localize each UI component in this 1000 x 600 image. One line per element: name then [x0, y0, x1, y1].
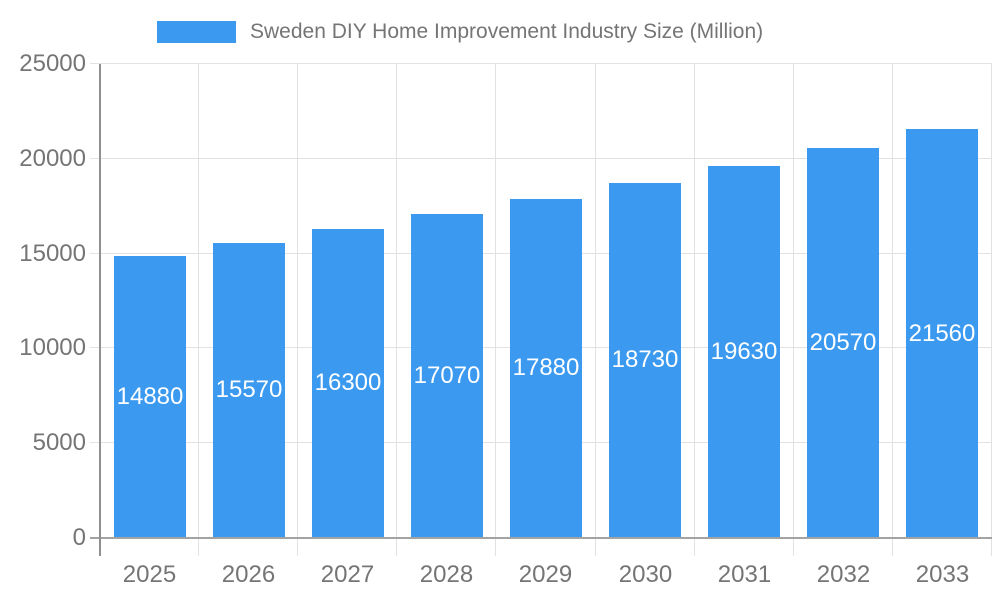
x-gridline — [793, 64, 794, 538]
x-gridline — [595, 64, 596, 538]
y-axis-tick-label: 0 — [72, 524, 86, 551]
y-axis-tick-label: 5000 — [32, 429, 86, 457]
x-axis-category-label: 2030 — [618, 561, 673, 588]
bar: 17070 — [411, 214, 483, 538]
bar: 19630 — [708, 165, 780, 538]
bar-value-label: 17070 — [413, 362, 481, 390]
x-axis-tick — [793, 538, 794, 556]
x-gridline — [198, 64, 199, 538]
y-axis-tick-label: 10000 — [19, 334, 86, 362]
x-axis-tick — [595, 538, 596, 556]
legend-item[interactable]: Sweden DIY Home Improvement Industry Siz… — [157, 19, 763, 45]
x-axis-category-label: 2032 — [816, 561, 871, 588]
y-axis-tick-label: 25000 — [19, 50, 86, 77]
x-gridline — [297, 64, 298, 538]
legend-swatch — [157, 21, 236, 43]
x-axis-category-label: 2028 — [419, 561, 474, 588]
x-axis-tick — [991, 538, 992, 556]
x-gridline — [991, 64, 992, 538]
x-axis-category-label: 2025 — [122, 561, 177, 588]
x-axis-tick — [396, 538, 397, 556]
x-axis-tick — [694, 538, 695, 556]
bar: 20570 — [807, 147, 879, 538]
bar-value-label: 19630 — [710, 337, 778, 365]
bar: 15570 — [213, 242, 285, 538]
y-axis-tick-label: 20000 — [19, 144, 86, 172]
x-axis-category-label: 2026 — [221, 561, 276, 588]
y-gridline — [90, 63, 992, 64]
bar-value-label: 16300 — [314, 369, 382, 397]
y-axis-tick-label: 15000 — [19, 239, 86, 267]
y-axis-line — [99, 64, 101, 556]
bar: 18730 — [609, 182, 681, 538]
x-axis-category-label: 2027 — [320, 561, 375, 588]
bar-value-label: 21560 — [908, 319, 976, 347]
bar-value-label: 18730 — [611, 346, 679, 374]
bar-value-label: 15570 — [215, 376, 283, 404]
x-gridline — [495, 64, 496, 538]
x-axis-tick — [198, 538, 199, 556]
x-axis-category-label: 2029 — [518, 561, 573, 588]
x-axis-tick — [297, 538, 298, 556]
bar-value-label: 20570 — [809, 328, 877, 356]
bar: 21560 — [906, 129, 978, 538]
x-gridline — [694, 64, 695, 538]
x-axis-category-label: 2033 — [915, 561, 970, 588]
bar: 14880 — [114, 255, 186, 538]
bar-value-label: 14880 — [116, 382, 184, 410]
x-axis-line — [90, 537, 992, 539]
bar-value-label: 17880 — [512, 354, 580, 382]
bar: 17880 — [510, 198, 582, 538]
x-axis-tick — [495, 538, 496, 556]
x-gridline — [892, 64, 893, 538]
x-gridline — [396, 64, 397, 538]
bar: 16300 — [312, 228, 384, 538]
y-gridline — [90, 157, 992, 159]
x-axis-tick — [892, 538, 893, 556]
legend-label: Sweden DIY Home Improvement Industry Siz… — [250, 20, 764, 43]
x-axis-category-label: 2031 — [717, 561, 772, 588]
